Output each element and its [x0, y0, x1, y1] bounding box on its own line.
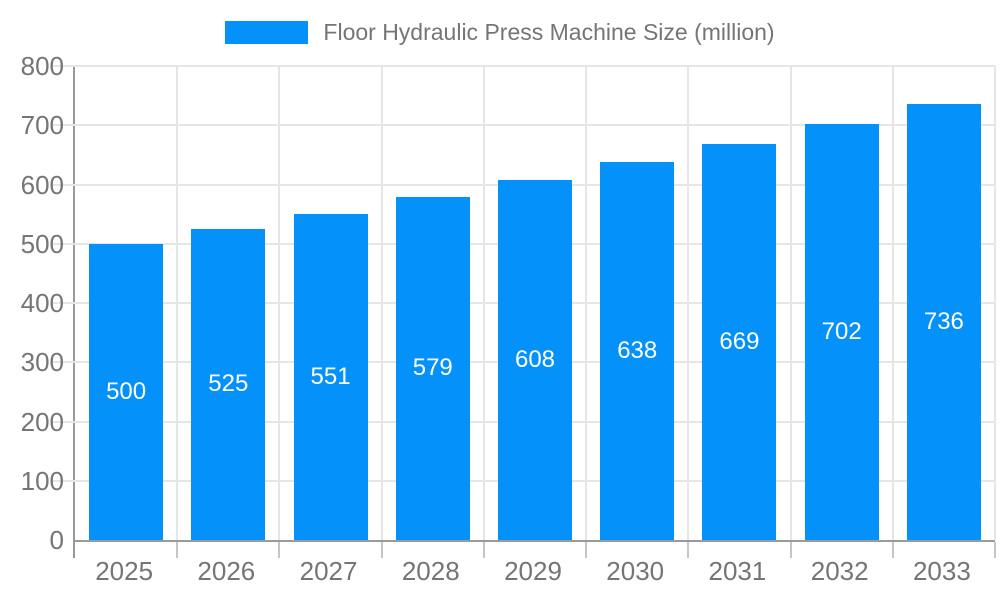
bar[interactable]	[191, 228, 266, 540]
gridline-vertical	[176, 66, 179, 540]
x-axis-tick-label: 2028	[401, 556, 460, 586]
legend-label: Floor Hydraulic Press Machine Size (mill…	[323, 19, 775, 45]
bar-value-label: 669	[719, 327, 760, 355]
x-axis-tick-label: 2029	[504, 556, 562, 586]
x-axis-tick-label: 2032	[810, 556, 869, 586]
y-axis-tick-label: 100	[20, 465, 64, 496]
legend-swatch	[225, 20, 309, 44]
x-axis-tick	[278, 542, 281, 558]
bar[interactable]	[395, 196, 470, 540]
bar[interactable]	[293, 213, 368, 540]
x-axis-tick	[789, 542, 792, 558]
bar[interactable]	[89, 243, 164, 540]
bar-value-label: 525	[208, 370, 249, 398]
x-axis-tick	[994, 542, 996, 558]
bar[interactable]	[804, 124, 879, 540]
bar-value-label: 638	[617, 336, 658, 364]
bar-value-label: 500	[106, 377, 147, 405]
x-axis-tick	[687, 542, 690, 558]
x-axis-tick-label: 2030	[606, 556, 665, 586]
y-axis-tick-label: 200	[20, 406, 64, 437]
gridline-vertical	[482, 66, 485, 540]
bar-value-label: 608	[514, 345, 556, 373]
y-axis-tick-label: 0	[49, 525, 64, 555]
y-axis-tick-label: 700	[20, 110, 64, 141]
bar-value-label: 551	[310, 362, 351, 390]
x-axis-tick-label: 2027	[299, 556, 358, 586]
y-axis-tick-label: 600	[20, 169, 64, 200]
y-axis-tick	[73, 542, 75, 558]
gridline-vertical	[687, 66, 690, 540]
x-axis-tick	[380, 542, 383, 558]
y-axis-tick-label: 400	[20, 288, 64, 318]
x-axis-tick	[891, 542, 894, 558]
gridline-vertical	[891, 66, 894, 540]
gridline-horizontal	[53, 65, 995, 67]
x-axis-tick-label: 2031	[708, 556, 767, 586]
plot-area: 500 525 551 579 608 638 669 702 736	[53, 65, 996, 558]
bar-value-label: 579	[412, 354, 453, 382]
x-axis-tick-label: 2033	[912, 556, 971, 586]
x-axis-tick	[176, 542, 179, 558]
gridline-vertical	[380, 66, 383, 540]
x-axis-tick	[585, 542, 588, 558]
y-axis-tick-label: 500	[20, 228, 64, 259]
x-axis-tick-label: 2026	[197, 556, 256, 586]
gridline-horizontal	[53, 124, 995, 127]
y-axis-tick-label: 800	[20, 51, 64, 81]
bar[interactable]	[906, 103, 981, 540]
x-axis-tick-label: 2025	[95, 556, 154, 586]
gridline-vertical	[278, 66, 281, 540]
bar[interactable]	[702, 143, 777, 540]
legend: Floor Hydraulic Press Machine Size (mill…	[0, 17, 1000, 47]
bar[interactable]	[600, 161, 675, 540]
x-axis-tick	[482, 542, 485, 558]
y-axis-tick-label: 300	[20, 347, 64, 378]
bar-value-label: 702	[821, 318, 862, 346]
gridline-vertical	[994, 66, 996, 540]
gridline-vertical	[789, 66, 792, 540]
bar-value-label: 736	[923, 307, 964, 335]
gridline-vertical	[585, 66, 588, 540]
bar[interactable]	[498, 179, 572, 540]
